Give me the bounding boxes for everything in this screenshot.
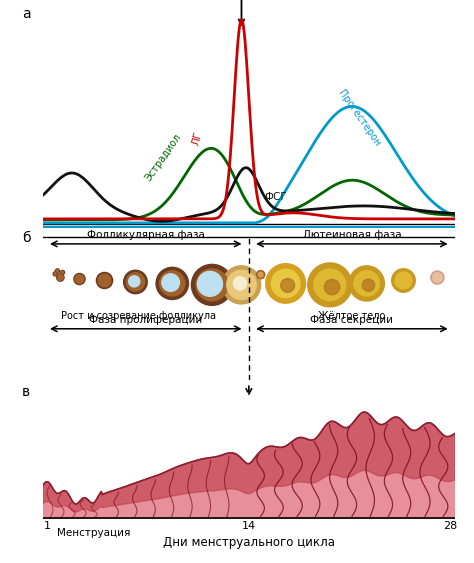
Text: б: б bbox=[22, 231, 31, 245]
Text: Фаза пролиферации: Фаза пролиферации bbox=[89, 315, 202, 325]
Circle shape bbox=[354, 271, 379, 296]
Circle shape bbox=[75, 275, 84, 283]
Polygon shape bbox=[43, 412, 455, 518]
Circle shape bbox=[281, 279, 295, 292]
Circle shape bbox=[126, 273, 145, 291]
Text: Дни менструального цикла: Дни менструального цикла bbox=[163, 536, 335, 549]
Circle shape bbox=[198, 271, 222, 296]
Text: 28: 28 bbox=[444, 521, 458, 531]
Circle shape bbox=[128, 276, 140, 287]
Text: 14: 14 bbox=[242, 521, 256, 531]
Circle shape bbox=[314, 269, 346, 301]
Circle shape bbox=[362, 279, 374, 291]
Circle shape bbox=[196, 269, 228, 301]
Circle shape bbox=[74, 274, 85, 284]
Circle shape bbox=[191, 265, 233, 305]
Circle shape bbox=[57, 274, 64, 281]
Circle shape bbox=[222, 266, 261, 304]
Text: Эстрадиол: Эстрадиол bbox=[144, 132, 183, 184]
Circle shape bbox=[395, 272, 412, 289]
Text: Жёлтое тело: Жёлтое тело bbox=[318, 311, 386, 321]
Circle shape bbox=[258, 272, 263, 277]
Circle shape bbox=[56, 270, 59, 272]
Circle shape bbox=[98, 274, 111, 287]
Circle shape bbox=[156, 267, 189, 300]
Text: 1: 1 bbox=[44, 521, 51, 531]
Circle shape bbox=[256, 271, 265, 279]
Polygon shape bbox=[43, 412, 455, 512]
Circle shape bbox=[324, 279, 340, 295]
Text: Прогестерон: Прогестерон bbox=[336, 88, 383, 149]
Text: Менструация: Менструация bbox=[57, 528, 131, 538]
Text: ФСГ: ФСГ bbox=[264, 191, 287, 202]
Circle shape bbox=[124, 270, 147, 294]
Circle shape bbox=[431, 271, 444, 284]
Text: Рост и созревание фолликула: Рост и созревание фолликула bbox=[61, 311, 216, 321]
Text: ЛГ: ЛГ bbox=[191, 131, 204, 147]
Text: Фолликулярная фаза: Фолликулярная фаза bbox=[87, 230, 205, 240]
Circle shape bbox=[349, 266, 384, 301]
Circle shape bbox=[160, 271, 185, 296]
Circle shape bbox=[308, 263, 352, 307]
Circle shape bbox=[227, 270, 256, 300]
Circle shape bbox=[392, 269, 415, 292]
Circle shape bbox=[61, 271, 64, 274]
Circle shape bbox=[54, 272, 56, 275]
Text: Лютеиновая фаза: Лютеиновая фаза bbox=[302, 230, 401, 240]
Circle shape bbox=[266, 263, 306, 303]
Circle shape bbox=[433, 273, 442, 282]
Text: а: а bbox=[22, 7, 31, 21]
Circle shape bbox=[271, 269, 300, 298]
Text: в: в bbox=[22, 386, 30, 400]
Text: Фаза секреции: Фаза секреции bbox=[310, 315, 393, 325]
Circle shape bbox=[96, 272, 113, 288]
Circle shape bbox=[55, 269, 59, 273]
Circle shape bbox=[57, 275, 63, 280]
Circle shape bbox=[53, 272, 57, 276]
Circle shape bbox=[233, 277, 246, 290]
Circle shape bbox=[162, 274, 180, 292]
Circle shape bbox=[61, 270, 64, 275]
